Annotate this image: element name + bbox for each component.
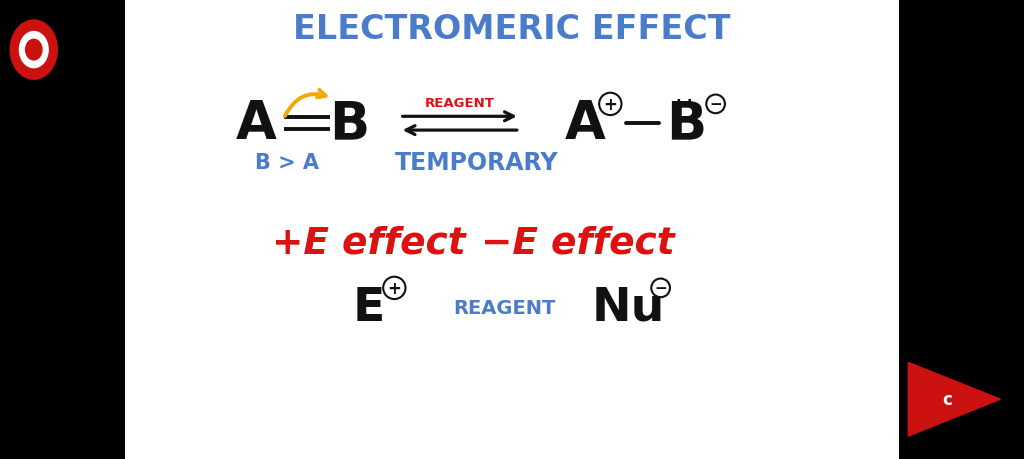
Polygon shape bbox=[908, 363, 1000, 436]
Text: A: A bbox=[237, 98, 276, 150]
Text: REAGENT: REAGENT bbox=[425, 97, 495, 110]
Text: REAGENT: REAGENT bbox=[453, 298, 555, 317]
Text: +: + bbox=[603, 95, 617, 114]
Text: c: c bbox=[942, 390, 952, 409]
Text: B: B bbox=[330, 98, 370, 150]
Text: · ·: · · bbox=[677, 94, 693, 108]
Text: TEMPORARY: TEMPORARY bbox=[395, 151, 559, 175]
Text: −E effect: −E effect bbox=[481, 225, 675, 261]
Text: ELECTROMERIC EFFECT: ELECTROMERIC EFFECT bbox=[293, 13, 731, 46]
Text: A: A bbox=[565, 98, 606, 150]
Circle shape bbox=[26, 40, 42, 61]
Text: −: − bbox=[710, 97, 722, 112]
Text: B > A: B > A bbox=[256, 153, 319, 173]
Text: +: + bbox=[387, 279, 401, 297]
Circle shape bbox=[19, 33, 48, 68]
Text: B: B bbox=[666, 98, 707, 150]
Text: −: − bbox=[654, 281, 667, 296]
Text: +E effect: +E effect bbox=[272, 225, 466, 261]
Text: Nu: Nu bbox=[592, 285, 665, 330]
Text: E: E bbox=[352, 285, 385, 330]
Circle shape bbox=[10, 21, 57, 80]
